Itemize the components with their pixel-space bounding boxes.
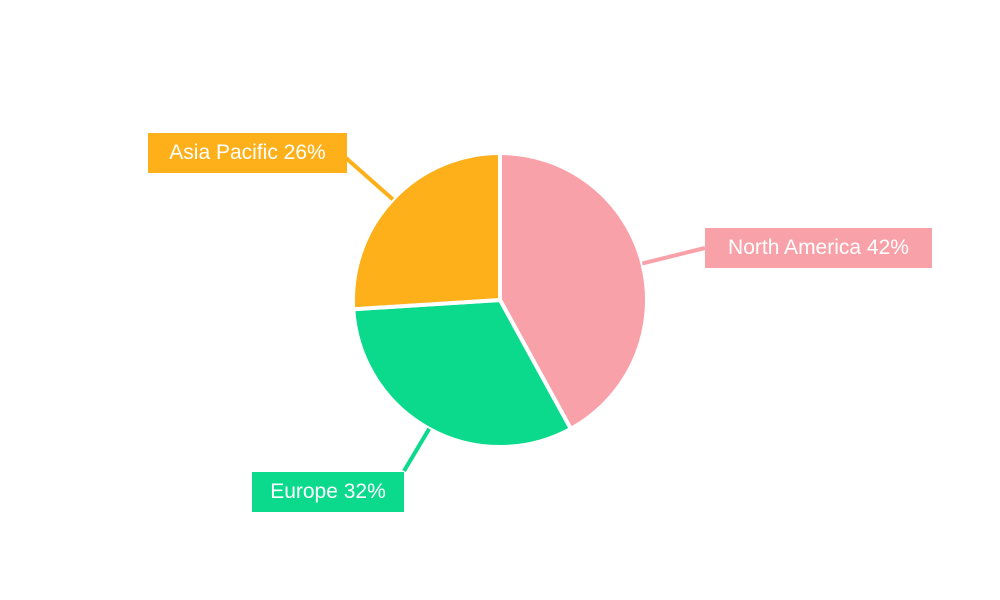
pie-slice-asia-pacific[interactable] [351, 151, 502, 312]
slice-label-asia-pacific[interactable]: Asia Pacific 26% [148, 133, 347, 173]
pie-slice-europe[interactable] [351, 298, 573, 449]
pie-slice-north-america[interactable] [498, 151, 649, 431]
leader-line-europe [402, 427, 431, 473]
slice-label-north-america[interactable]: North America 42% [705, 228, 932, 268]
slice-label-europe[interactable]: Europe 32% [252, 472, 404, 512]
leader-line-north-america [641, 246, 706, 266]
leader-line-asia-pacific [344, 156, 395, 201]
